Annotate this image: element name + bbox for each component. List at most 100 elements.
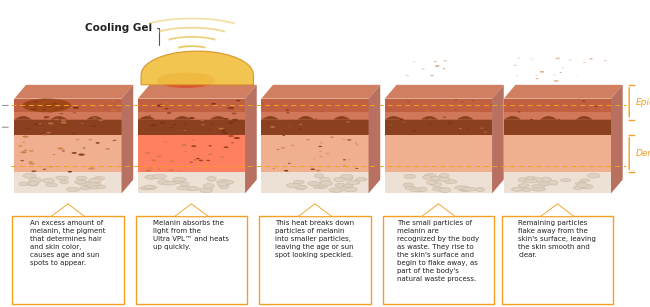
Ellipse shape — [200, 188, 213, 192]
Ellipse shape — [276, 149, 280, 150]
Ellipse shape — [291, 145, 294, 146]
Ellipse shape — [517, 57, 521, 59]
Polygon shape — [385, 116, 492, 123]
Ellipse shape — [183, 130, 186, 131]
Ellipse shape — [168, 169, 174, 171]
Ellipse shape — [558, 106, 560, 107]
Ellipse shape — [224, 146, 229, 148]
Ellipse shape — [426, 181, 437, 185]
Ellipse shape — [320, 177, 330, 182]
Ellipse shape — [40, 103, 46, 105]
Polygon shape — [261, 172, 369, 193]
Ellipse shape — [584, 108, 586, 109]
Ellipse shape — [438, 177, 450, 181]
Ellipse shape — [536, 78, 539, 79]
Polygon shape — [245, 85, 257, 193]
Ellipse shape — [450, 115, 452, 116]
Polygon shape — [385, 99, 492, 112]
Ellipse shape — [455, 186, 469, 189]
Ellipse shape — [59, 180, 69, 184]
Ellipse shape — [60, 107, 64, 109]
Ellipse shape — [25, 128, 29, 129]
Polygon shape — [541, 204, 573, 216]
Ellipse shape — [27, 181, 38, 186]
Ellipse shape — [184, 151, 187, 152]
Ellipse shape — [231, 142, 234, 143]
Polygon shape — [14, 112, 122, 120]
Ellipse shape — [308, 108, 310, 109]
Ellipse shape — [448, 122, 453, 123]
Ellipse shape — [26, 99, 29, 100]
Ellipse shape — [518, 184, 529, 187]
Ellipse shape — [20, 160, 24, 161]
Ellipse shape — [319, 156, 322, 157]
Polygon shape — [176, 204, 207, 216]
Ellipse shape — [75, 180, 86, 184]
Ellipse shape — [199, 160, 203, 161]
Ellipse shape — [285, 109, 289, 111]
Ellipse shape — [18, 145, 23, 147]
Ellipse shape — [231, 113, 237, 115]
Ellipse shape — [149, 167, 153, 169]
Ellipse shape — [177, 186, 190, 190]
Ellipse shape — [55, 108, 58, 109]
Ellipse shape — [211, 123, 213, 124]
Ellipse shape — [557, 119, 560, 120]
Ellipse shape — [83, 147, 86, 149]
Ellipse shape — [62, 106, 64, 107]
Ellipse shape — [94, 106, 97, 107]
Polygon shape — [138, 120, 245, 135]
Ellipse shape — [472, 100, 474, 101]
Ellipse shape — [144, 186, 157, 190]
FancyBboxPatch shape — [136, 216, 247, 304]
Ellipse shape — [518, 178, 527, 182]
Ellipse shape — [560, 179, 571, 182]
Ellipse shape — [92, 126, 96, 127]
Ellipse shape — [39, 123, 42, 124]
Ellipse shape — [164, 141, 167, 143]
Ellipse shape — [180, 182, 189, 186]
Ellipse shape — [330, 137, 333, 138]
Ellipse shape — [178, 170, 181, 171]
Ellipse shape — [316, 182, 325, 187]
Ellipse shape — [306, 139, 309, 140]
Ellipse shape — [220, 130, 226, 132]
Text: Remaining particles
flake away from the
skin's surface, leaving
the skin smooth : Remaining particles flake away from the … — [519, 220, 596, 258]
Ellipse shape — [321, 181, 332, 186]
Ellipse shape — [395, 116, 397, 117]
Ellipse shape — [181, 144, 187, 146]
Ellipse shape — [208, 154, 212, 155]
Ellipse shape — [31, 109, 37, 111]
Ellipse shape — [44, 116, 50, 118]
Ellipse shape — [319, 185, 328, 188]
Ellipse shape — [281, 147, 285, 149]
Polygon shape — [122, 85, 133, 193]
Ellipse shape — [455, 99, 458, 100]
Ellipse shape — [148, 115, 151, 116]
Ellipse shape — [529, 103, 531, 104]
Ellipse shape — [532, 177, 543, 182]
Ellipse shape — [46, 104, 51, 106]
Text: Melanin absorbs the
light from the
Ultra VPL™ and heats
up quickly.: Melanin absorbs the light from the Ultra… — [153, 220, 229, 250]
Ellipse shape — [189, 117, 195, 119]
Ellipse shape — [530, 57, 532, 58]
Ellipse shape — [287, 183, 300, 188]
Ellipse shape — [47, 106, 53, 107]
Ellipse shape — [158, 109, 162, 111]
Ellipse shape — [344, 187, 358, 192]
Ellipse shape — [298, 129, 302, 130]
Ellipse shape — [34, 107, 37, 108]
Ellipse shape — [273, 115, 276, 116]
Ellipse shape — [152, 174, 166, 179]
Ellipse shape — [36, 100, 39, 102]
Ellipse shape — [439, 188, 451, 192]
Ellipse shape — [150, 125, 155, 126]
Ellipse shape — [62, 150, 65, 151]
Ellipse shape — [356, 168, 358, 169]
Ellipse shape — [552, 74, 556, 76]
Ellipse shape — [580, 185, 588, 189]
Ellipse shape — [173, 179, 184, 184]
Text: The small particles of
melanin are
recognized by the body
as waste. They rise to: The small particles of melanin are recog… — [397, 220, 480, 282]
Ellipse shape — [442, 102, 445, 103]
Ellipse shape — [76, 176, 87, 180]
